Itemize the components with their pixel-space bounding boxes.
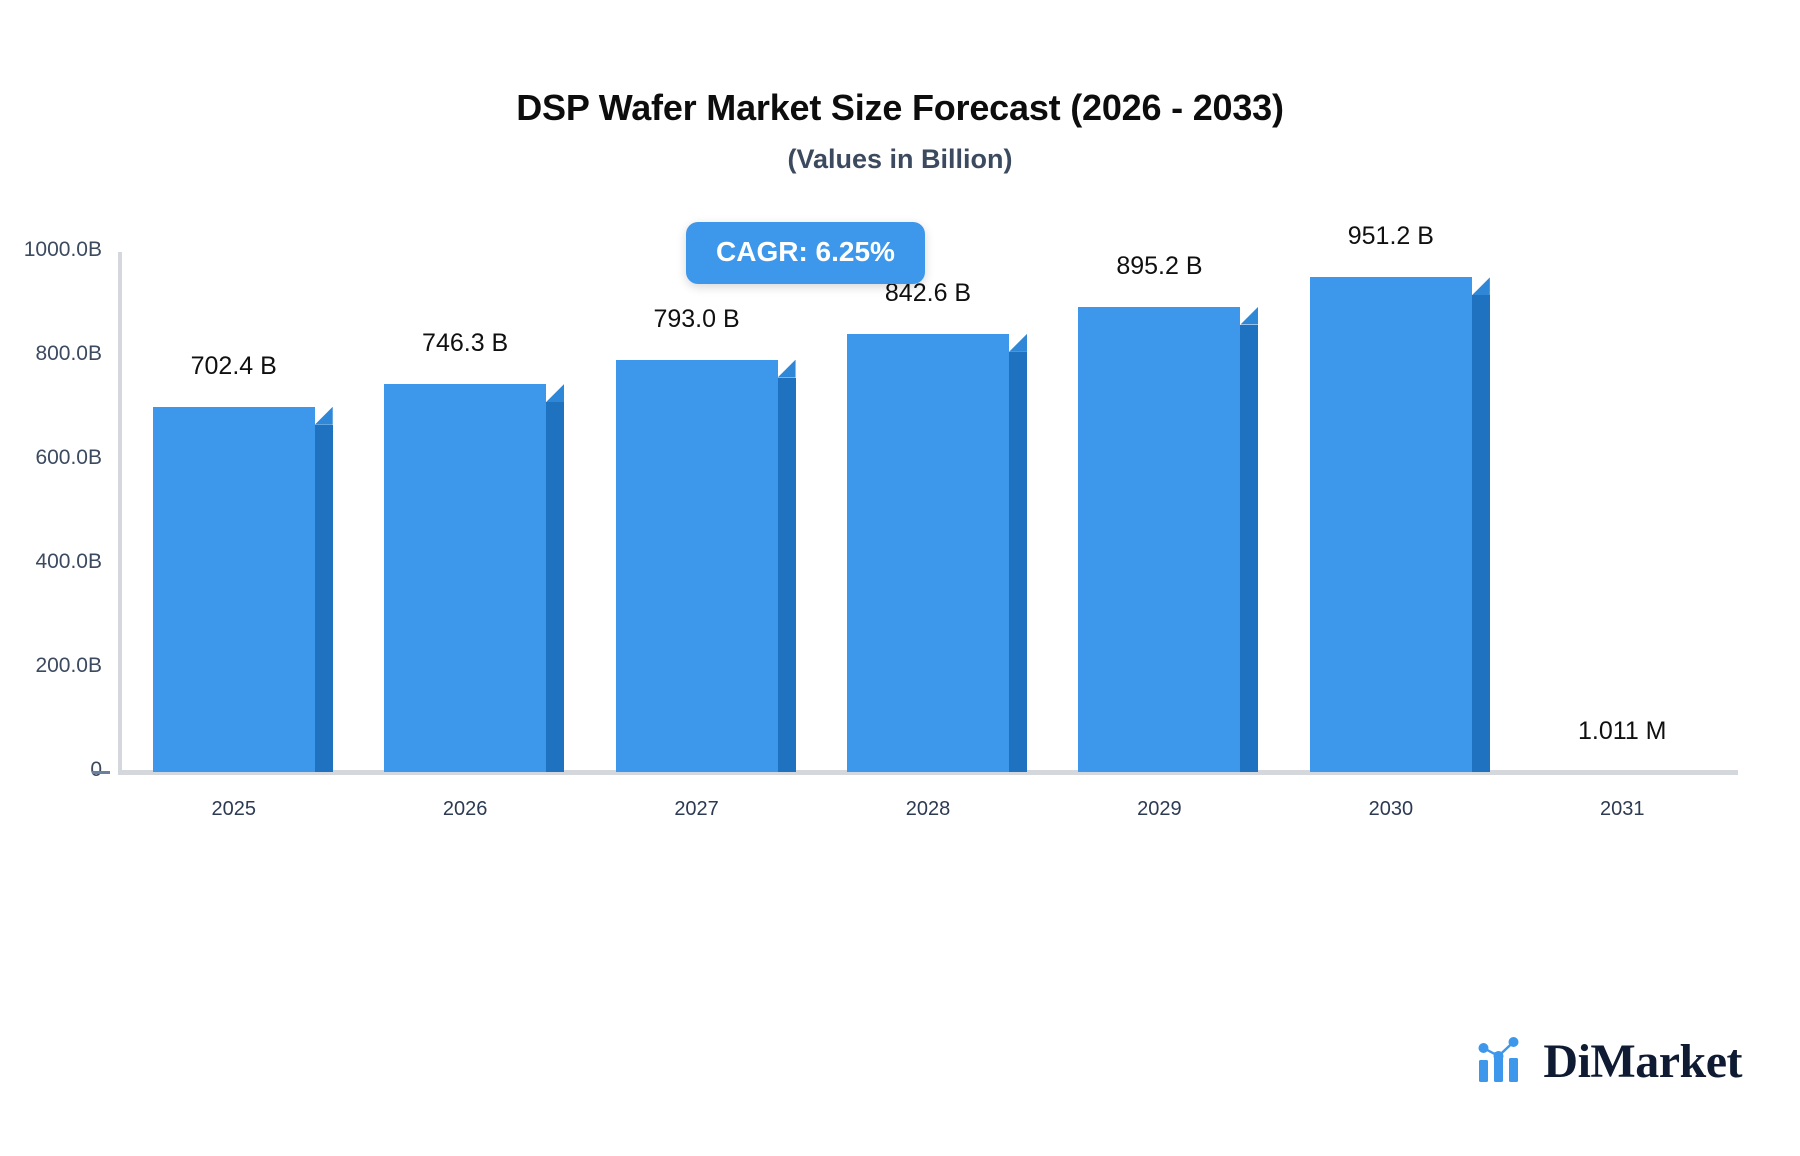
bar-top-3d (314, 406, 333, 425)
bar-group[interactable]: 951.2 B 2030 (1309, 222, 1490, 820)
bar-value-label: 793.0 B (653, 304, 740, 333)
title-block: DSP Wafer Market Size Forecast (2026 - 2… (0, 88, 1800, 175)
bar-value-label: 895.2 B (1116, 251, 1203, 280)
y-axis-tick-label: 200.0B (35, 654, 102, 677)
cagr-badge: CAGR: 6.25% (686, 222, 925, 284)
x-axis-tick-label: 2028 (905, 798, 951, 820)
bar-group[interactable]: 895.2 B 2029 (1078, 252, 1259, 820)
bar-side-3d (546, 401, 565, 772)
x-axis-tick-label: 2029 (1137, 798, 1182, 820)
bar-group[interactable]: 746.3 B 2026 (384, 252, 565, 820)
bar-group[interactable]: 842.6 B 2028 (847, 252, 1027, 820)
chart-subtitle: (Values in Billion) (787, 143, 1013, 174)
bar-face (384, 383, 547, 772)
bar-value-label: 951.2 B (1347, 222, 1434, 251)
plot-area: 702.4 B 2025 746.3 B 2026 793.0 B 2027 842.6 B… (118, 222, 1738, 820)
bar-top-3d (1009, 333, 1027, 352)
bar-side-3d (1471, 295, 1490, 772)
bar-group[interactable]: 793.0 B 2027 (615, 252, 796, 820)
bar-top-3d (1471, 277, 1490, 296)
y-axis-tick-label: 1000.0B (23, 238, 102, 261)
x-axis-tick-label: 2025 (211, 798, 256, 820)
bar-face (1309, 277, 1472, 772)
bar-face (847, 333, 1009, 772)
bar-side-3d (1240, 324, 1259, 772)
x-axis-tick-label: 2031 (1600, 798, 1645, 820)
bar-chart-dots-icon (1477, 1036, 1529, 1087)
x-axis-tick-label: 2026 (442, 798, 488, 820)
bar-top-3d (546, 383, 565, 402)
x-axis-tick-label: 2027 (674, 798, 719, 820)
x-axis-tick-label: 2030 (1368, 798, 1414, 820)
bar-side-3d (777, 377, 796, 772)
logo-wordmark: DiMarket (1543, 1034, 1742, 1088)
bar-top-3d (777, 359, 796, 378)
x-axis-baseline (118, 770, 1738, 775)
y-axis-zero-tick (92, 771, 110, 774)
bar-value-label: 746.3 B (422, 328, 509, 357)
bar-group[interactable]: 702.4 B 2025 (152, 252, 333, 820)
bar-top-3d (1240, 306, 1259, 325)
bar-face (152, 406, 315, 772)
bar-value-label: 702.4 B (190, 351, 277, 380)
y-axis-line (118, 252, 122, 772)
dimarket-logo: DiMarket (1477, 1036, 1742, 1087)
y-axis-tick-label: 800.0B (35, 342, 102, 365)
bar-group[interactable]: 1.011 M 2031 (1541, 252, 1703, 820)
chart-title: DSP Wafer Market Size Forecast (2026 - 2… (516, 87, 1284, 128)
y-axis-tick-label: 600.0B (35, 446, 102, 469)
bar-side-3d (1009, 351, 1027, 772)
bar-face (615, 359, 778, 772)
bar-face (1078, 306, 1241, 772)
bar-side-3d (314, 424, 333, 772)
y-axis-tick-label: 400.0B (35, 550, 102, 573)
bar-value-label: 1.011 M (1578, 717, 1667, 745)
y-axis-tick-label: 0 (90, 758, 102, 781)
